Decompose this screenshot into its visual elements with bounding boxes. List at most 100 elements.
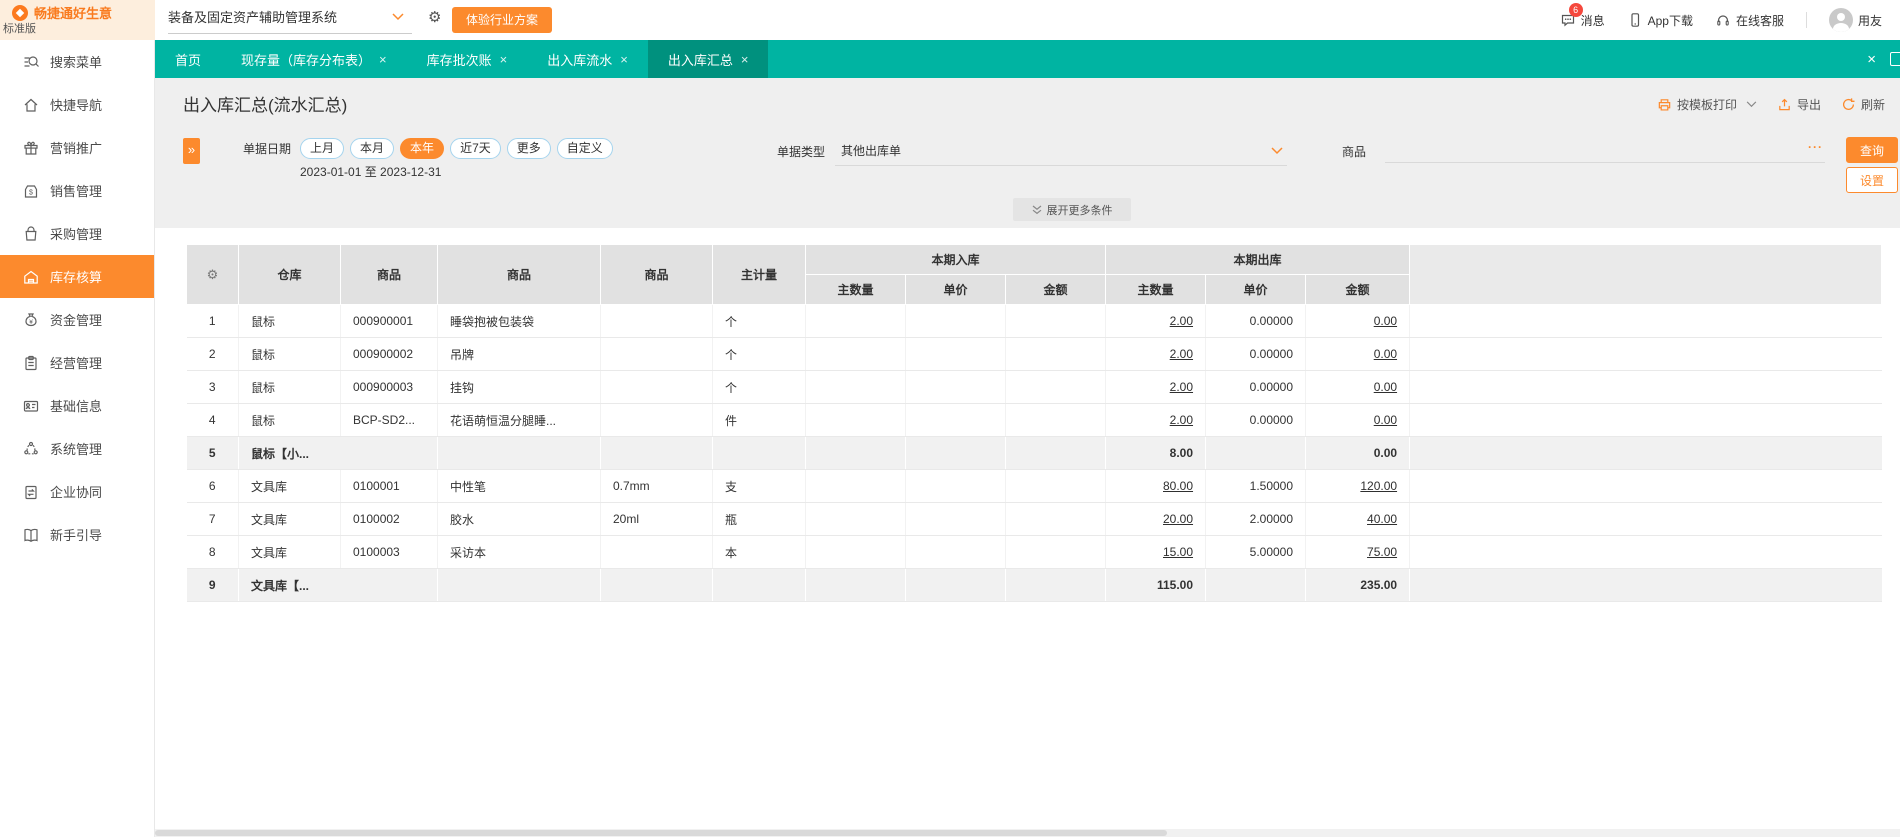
header-warehouse[interactable]: 仓库: [238, 244, 341, 305]
expand-more-conditions-button[interactable]: 展开更多条件: [1013, 198, 1131, 221]
app-download-button[interactable]: App下载: [1627, 12, 1693, 29]
drilldown-link[interactable]: 2.00: [1169, 347, 1194, 361]
tab-close-icon[interactable]: ×: [620, 51, 628, 67]
query-button[interactable]: 查询: [1846, 137, 1898, 163]
header-out-qty[interactable]: 主数量: [1105, 274, 1207, 305]
sidebar-item-guide[interactable]: 新手引导: [0, 513, 154, 556]
tab-close-icon[interactable]: ×: [499, 51, 508, 67]
table-row[interactable]: 6 文具库 0100001 中性笔 0.7mm 支 80.00 1.50000 …: [186, 469, 1882, 503]
drilldown-link[interactable]: 0.00: [1373, 413, 1398, 427]
print-by-template-button[interactable]: 按模板打印: [1657, 96, 1757, 113]
table-row[interactable]: 8 文具库 0100003 采访本 本 15.00 5.00000 75.00: [186, 535, 1882, 569]
user-menu[interactable]: 用友: [1828, 8, 1882, 32]
cell-product-code: [340, 568, 438, 602]
tab-stock-distribution[interactable]: 现存量（库存分布表） ×: [221, 40, 407, 78]
settings-gear-icon[interactable]: ⚙: [428, 9, 442, 26]
sidebar-item-label: 快捷导航: [50, 98, 103, 113]
tab-inout-summary[interactable]: 出入库汇总 ×: [647, 40, 769, 78]
tab-batch-ledger[interactable]: 库存批次账 ×: [407, 40, 528, 78]
header-out-price[interactable]: 单价: [1205, 274, 1307, 305]
pill-last-7-days[interactable]: 近7天: [450, 138, 501, 159]
drilldown-link[interactable]: 75.00: [1367, 545, 1398, 559]
sidebar-item-inventory[interactable]: 库存核算: [0, 255, 154, 298]
chevron-down-icon[interactable]: [1746, 101, 1757, 108]
drilldown-link[interactable]: 0.00: [1373, 314, 1398, 328]
cell-out-qty: 20.00: [1105, 502, 1207, 536]
svg-text:$: $: [29, 189, 33, 196]
horizontal-scrollbar[interactable]: [155, 829, 1900, 837]
cell-product-code: 000900001: [340, 304, 438, 338]
header-out-amount[interactable]: 金额: [1305, 274, 1411, 305]
picker-ellipsis-icon[interactable]: ···: [1808, 140, 1823, 154]
drilldown-link[interactable]: 120.00: [1360, 479, 1398, 493]
sidebar-item-collaboration[interactable]: 企业协同: [0, 470, 154, 513]
header-in-amount[interactable]: 金额: [1004, 274, 1107, 305]
refresh-button[interactable]: 刷新: [1841, 96, 1885, 113]
sidebar-item-marketing[interactable]: 营销推广: [0, 126, 154, 169]
filter-settings-button[interactable]: 设置: [1846, 167, 1898, 193]
table-row[interactable]: 3 鼠标 000900003 挂钩 个 2.00 0.00000 0.00: [186, 370, 1882, 404]
cell-product-name: 睡袋抱被包装袋: [437, 304, 601, 338]
header-product-spec[interactable]: 商品: [600, 244, 713, 305]
sidebar-item-funds[interactable]: ¥ 资金管理: [0, 298, 154, 341]
pill-more[interactable]: 更多: [506, 138, 551, 159]
pill-this-month[interactable]: 本月: [350, 138, 395, 159]
tab-close-icon[interactable]: ×: [740, 51, 749, 67]
trial-plan-button[interactable]: 体验行业方案: [452, 7, 553, 33]
scrollbar-thumb[interactable]: [155, 830, 1168, 836]
table-row[interactable]: 1 鼠标 000900001 睡袋抱被包装袋 个 2.00 0.00000 0.…: [186, 304, 1882, 338]
column-settings-icon: ⚙: [206, 266, 219, 282]
drilldown-link[interactable]: 80.00: [1163, 479, 1194, 493]
header-product-name[interactable]: 商品: [437, 244, 601, 305]
collapse-filter-button[interactable]: »: [183, 138, 200, 164]
tabbar-close-icon[interactable]: ×: [1867, 50, 1876, 68]
sidebar-item-search-menu[interactable]: 搜索菜单: [0, 40, 154, 83]
cell-out-amount: 0.00: [1305, 436, 1410, 470]
drilldown-link[interactable]: 0.00: [1373, 380, 1398, 394]
tab-close-icon[interactable]: ×: [379, 51, 387, 67]
sidebar-item-operations[interactable]: 经营管理: [0, 341, 154, 384]
id-card-icon: [23, 400, 39, 412]
messages-button[interactable]: 消息 6: [1560, 2, 1605, 29]
sidebar-item-base-info[interactable]: 基础信息: [0, 384, 154, 427]
tab-list-icon[interactable]: [1890, 52, 1900, 66]
sidebar-item-system[interactable]: 系统管理: [0, 427, 154, 470]
tab-home[interactable]: 首页: [155, 40, 221, 78]
brand-block: 畅捷通好生意 标准版: [0, 0, 155, 40]
export-button[interactable]: 导出: [1777, 96, 1821, 113]
tab-inout-flow[interactable]: 出入库流水 ×: [527, 40, 648, 78]
online-service-button[interactable]: 在线客服: [1715, 12, 1784, 29]
table-row[interactable]: 2 鼠标 000900002 吊牌 个 2.00 0.00000 0.00: [186, 337, 1882, 371]
drilldown-link[interactable]: 2.00: [1169, 380, 1194, 394]
doc-type-select[interactable]: 其他出库单: [835, 140, 1287, 166]
drilldown-link[interactable]: 15.00: [1163, 545, 1194, 559]
header-in-qty[interactable]: 主数量: [805, 274, 906, 305]
date-range-value[interactable]: 2023-01-01 至 2023-12-31: [300, 165, 442, 179]
table-row[interactable]: 7 文具库 0100002 胶水 20ml 瓶 20.00 2.00000 40…: [186, 502, 1882, 536]
drilldown-link[interactable]: 40.00: [1367, 512, 1398, 526]
header-product-code[interactable]: 商品: [340, 244, 438, 305]
header-unit[interactable]: 主计量: [712, 244, 806, 305]
sidebar-item-quick-nav[interactable]: 快捷导航: [0, 83, 154, 126]
cell-out-qty: 2.00: [1105, 370, 1207, 404]
drilldown-link[interactable]: 2.00: [1169, 314, 1194, 328]
pill-last-month[interactable]: 上月: [300, 138, 345, 159]
header-in-price[interactable]: 单价: [905, 274, 1006, 305]
message-count-badge: 6: [1568, 2, 1583, 17]
tab-bar: 首页 现存量（库存分布表） × 库存批次账 × 出入库流水 × 出入库汇总 × …: [155, 40, 1900, 78]
product-input[interactable]: ···: [1385, 140, 1825, 163]
pill-this-year[interactable]: 本年: [400, 138, 445, 159]
system-select[interactable]: 装备及固定资产辅助管理系统: [168, 7, 412, 34]
sidebar-item-sales[interactable]: $ 销售管理: [0, 169, 154, 212]
drilldown-link[interactable]: 2.00: [1169, 413, 1194, 427]
cell-in-price: [905, 403, 1006, 437]
drilldown-link[interactable]: 0.00: [1373, 347, 1398, 361]
cell-warehouse: 鼠标: [238, 403, 341, 437]
drilldown-link[interactable]: 20.00: [1163, 512, 1194, 526]
pill-custom[interactable]: 自定义: [556, 138, 613, 159]
table-row[interactable]: 4 鼠标 BCP-SD2... 花语萌恒温分腿睡... 件 2.00 0.000…: [186, 403, 1882, 437]
sidebar-item-purchasing[interactable]: 采购管理: [0, 212, 154, 255]
column-settings-cell[interactable]: ⚙: [186, 244, 239, 305]
cell-product-spec: [600, 535, 713, 569]
cell-filler: [1409, 304, 1882, 338]
